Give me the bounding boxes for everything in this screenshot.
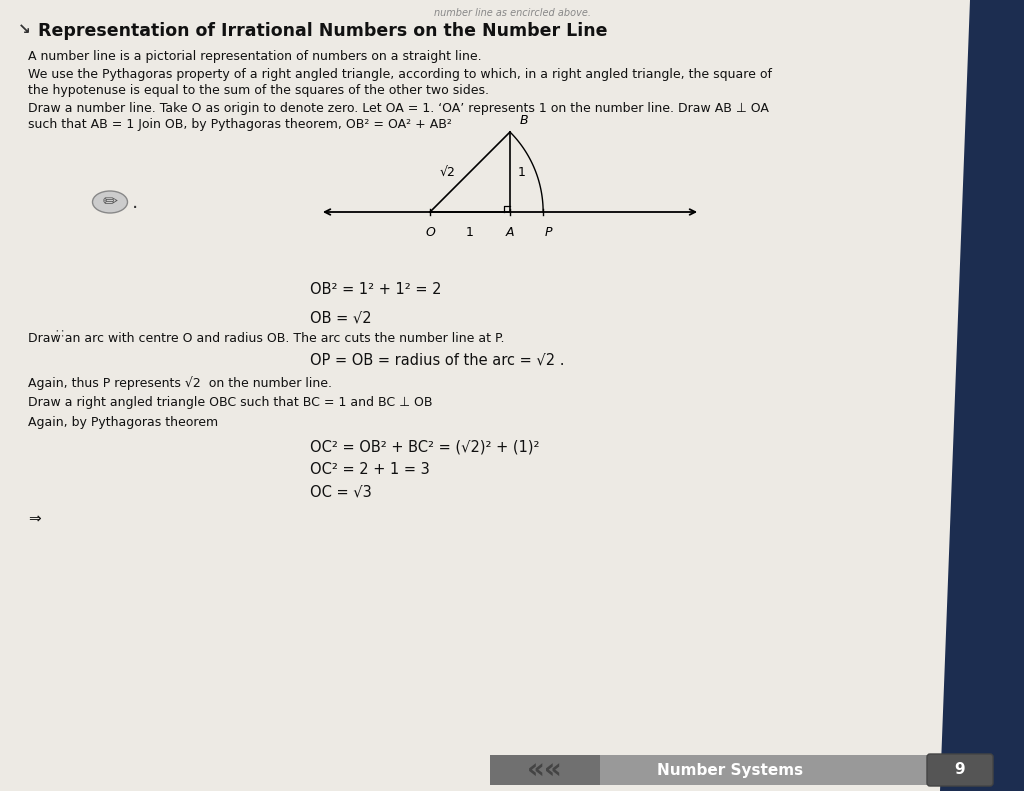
- Bar: [490, 755, 990, 785]
- Text: OC² = 2 + 1 = 3: OC² = 2 + 1 = 3: [310, 462, 430, 477]
- Text: OB = √2: OB = √2: [310, 310, 372, 325]
- Text: Again, by Pythagoras theorem: Again, by Pythagoras theorem: [28, 416, 218, 429]
- Text: OC² = OB² + BC² = (√2)² + (1)²: OC² = OB² + BC² = (√2)² + (1)²: [310, 440, 540, 455]
- Text: 1: 1: [518, 165, 526, 179]
- Text: OB² = 1² + 1² = 2: OB² = 1² + 1² = 2: [310, 282, 441, 297]
- Text: OP = OB = radius of the arc = √2 .: OP = OB = radius of the arc = √2 .: [310, 352, 564, 367]
- Text: Again, thus P represents √2  on the number line.: Again, thus P represents √2 on the numbe…: [28, 376, 332, 390]
- Text: ⇒: ⇒: [28, 512, 41, 527]
- Bar: [490, 755, 600, 785]
- Text: such that AB = 1 Join OB, by Pythagoras theorem, OB² = OA² + AB²: such that AB = 1 Join OB, by Pythagoras …: [28, 118, 452, 131]
- Text: the hypotenuse is equal to the sum of the squares of the other two sides.: the hypotenuse is equal to the sum of th…: [28, 84, 489, 97]
- Text: Draw an arc with centre O and radius OB. The arc cuts the number line at P.: Draw an arc with centre O and radius OB.…: [28, 332, 505, 345]
- Text: 1: 1: [466, 226, 474, 239]
- Text: Representation of Irrational Numbers on the Number Line: Representation of Irrational Numbers on …: [38, 22, 607, 40]
- Text: Draw a right angled triangle OBC such that BC = 1 and BC ⊥ OB: Draw a right angled triangle OBC such th…: [28, 396, 432, 409]
- Text: 9: 9: [954, 763, 966, 778]
- Text: Draw a number line. Take O as origin to denote zero. Let OA = 1. ‘OA’ represents: Draw a number line. Take O as origin to …: [28, 102, 769, 115]
- Text: O: O: [425, 226, 435, 239]
- Text: .: .: [132, 192, 138, 211]
- Ellipse shape: [92, 191, 128, 213]
- Text: OC = √3: OC = √3: [310, 484, 372, 499]
- Polygon shape: [0, 0, 970, 791]
- Text: ∷: ∷: [55, 327, 63, 340]
- Text: number line as encircled above.: number line as encircled above.: [433, 8, 591, 18]
- Text: √2: √2: [440, 165, 456, 179]
- Text: B: B: [520, 114, 528, 127]
- Text: ««: ««: [527, 756, 563, 784]
- FancyBboxPatch shape: [927, 754, 993, 786]
- Text: ↘: ↘: [18, 22, 31, 37]
- Text: We use the Pythagoras property of a right angled triangle, according to which, i: We use the Pythagoras property of a righ…: [28, 68, 772, 81]
- Text: Number Systems: Number Systems: [657, 763, 803, 778]
- Text: P: P: [545, 226, 552, 239]
- Polygon shape: [700, 0, 1024, 791]
- Text: ✏: ✏: [102, 193, 118, 211]
- Text: A: A: [506, 226, 514, 239]
- Text: A number line is a pictorial representation of numbers on a straight line.: A number line is a pictorial representat…: [28, 50, 481, 63]
